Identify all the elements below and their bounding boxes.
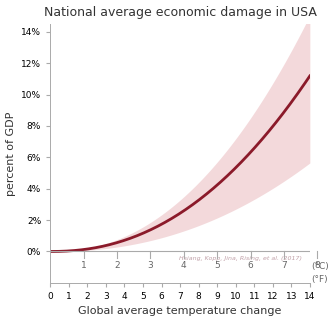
Text: (°F): (°F) [312, 275, 328, 284]
Text: 7: 7 [281, 261, 287, 270]
Y-axis label: percent of GDP: percent of GDP [6, 111, 15, 195]
Title: National average economic damage in USA: National average economic damage in USA [44, 5, 317, 19]
Text: 6: 6 [248, 261, 253, 270]
Text: 3: 3 [147, 261, 153, 270]
X-axis label: Global average temperature change: Global average temperature change [78, 307, 282, 317]
Text: 1: 1 [81, 261, 86, 270]
Text: 4: 4 [181, 261, 187, 270]
Text: 5: 5 [214, 261, 220, 270]
Text: 8: 8 [314, 261, 320, 270]
Text: 2: 2 [114, 261, 120, 270]
Text: (°C): (°C) [312, 262, 329, 271]
Text: Hsiang, Kopp, Jina, Rising, et al. (2017): Hsiang, Kopp, Jina, Rising, et al. (2017… [179, 256, 302, 261]
